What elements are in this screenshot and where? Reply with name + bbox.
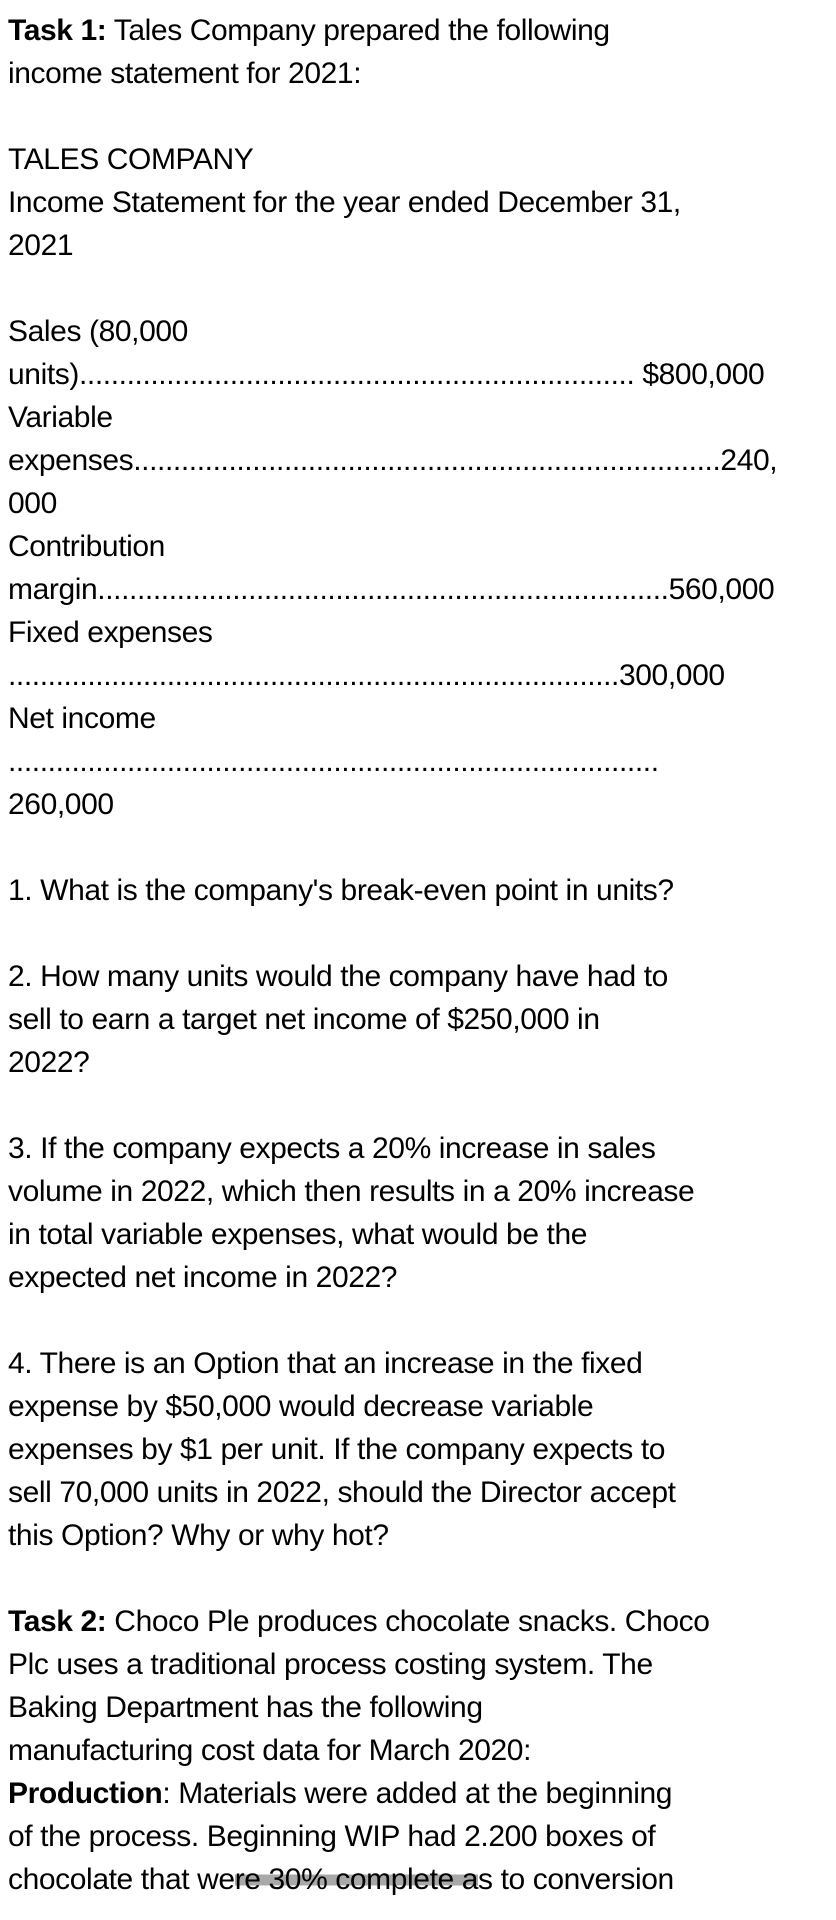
highlighted-text-run: re 30% complete a	[234, 1863, 479, 1896]
question-4: 4. There is an Option that an increase i…	[8, 1342, 828, 1557]
question-2: 2. How many units would the company have…	[8, 955, 828, 1084]
question-3: 3. If the company expects a 20% increase…	[8, 1127, 828, 1299]
text-run: TALES COMPANY Income Statement for the y…	[8, 143, 681, 262]
text-run: 3. If the company expects a 20% increase…	[8, 1132, 695, 1294]
text-run: : Materials were added at the beginning …	[8, 1777, 673, 1896]
bold-text-run: Task 2:	[8, 1605, 107, 1638]
text-run: 1. What is the company's break-even poin…	[8, 874, 674, 907]
task1-intro-paragraph: Task 1: Tales Company prepared the follo…	[8, 9, 828, 95]
text-run: Sales (80,000 units)....................…	[8, 315, 778, 821]
text-run: s to conversion	[478, 1863, 674, 1896]
text-run: 4. There is an Option that an increase i…	[8, 1347, 676, 1552]
bold-text-run: Production	[8, 1777, 163, 1810]
text-run: Choco Ple produces chocolate snacks. Cho…	[8, 1605, 710, 1767]
task2-intro-paragraph: Task 2: Choco Ple produces chocolate sna…	[8, 1600, 828, 1901]
text-run: Tales Company prepared the following inc…	[8, 14, 610, 90]
text-run: 2. How many units would the company have…	[8, 960, 668, 1079]
income-statement-block: Sales (80,000 units)....................…	[8, 310, 828, 826]
bold-text-run: Task 1:	[8, 14, 107, 47]
question-1: 1. What is the company's break-even poin…	[8, 869, 828, 912]
statement-title-paragraph: TALES COMPANY Income Statement for the y…	[8, 138, 828, 267]
